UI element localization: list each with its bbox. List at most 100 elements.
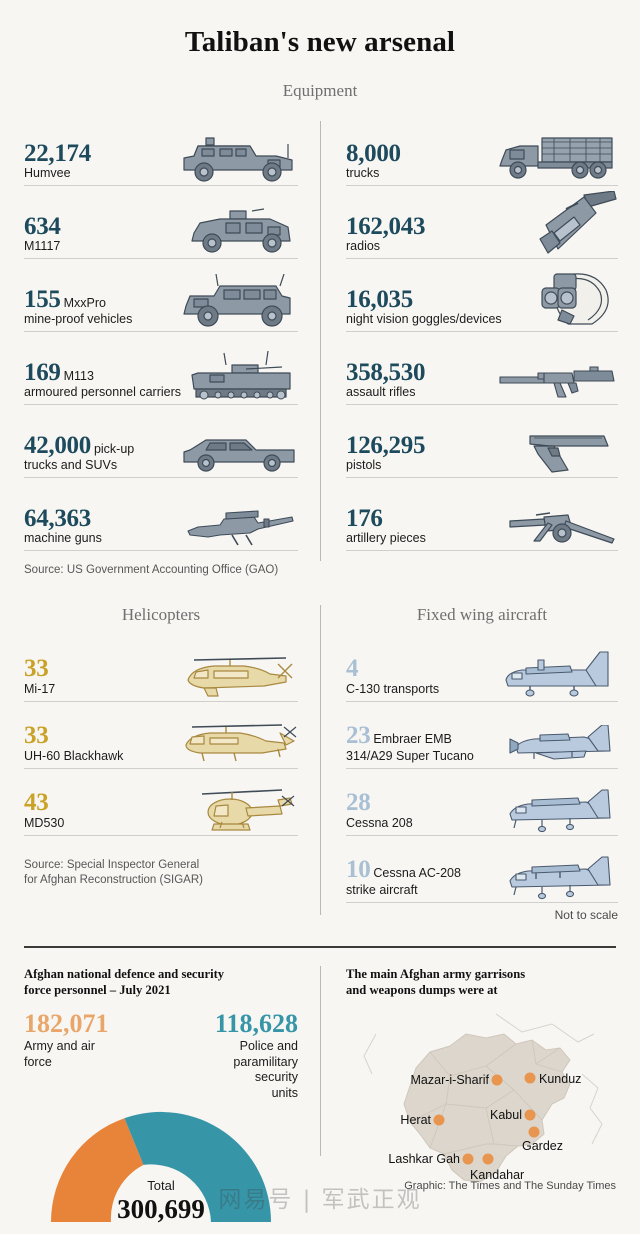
map-panel: The main Afghan army garrisons and weapo…: [320, 966, 640, 1234]
aircraft-column: Fixed wing aircraft: [320, 605, 640, 922]
md530-helicopter-icon: [194, 786, 298, 834]
city-label-kabul: Kabul: [490, 1108, 522, 1122]
section-heading-helicopters: Helicopters: [121, 604, 201, 624]
item-value: 634: [24, 212, 61, 240]
list-item: 634 M1117: [24, 186, 298, 259]
afghanistan-map: Mazar-i-Sharif Kunduz Herat Kabul Gardez…: [346, 1004, 618, 1209]
item-label: Mi-17: [24, 681, 56, 696]
item-value: 10: [346, 856, 371, 884]
personnel-panel: Afghan national defence and security for…: [0, 966, 320, 1234]
helicopters-source: Source: Special Inspector General for Af…: [24, 858, 203, 887]
gauge-segment-police: [124, 1111, 272, 1222]
city-dot-gardez: [528, 1126, 540, 1138]
item-value: 22,174: [24, 139, 91, 167]
list-item: 169 M113 armoured personnel carriers: [24, 332, 298, 405]
item-inline-label: Cessna AC-208: [373, 866, 461, 881]
graphic-credit: Graphic: The Times and The Sunday Times: [404, 1180, 616, 1192]
mrap-icon: [180, 273, 298, 330]
item-value: 126,295: [346, 431, 426, 459]
list-item-text: 16,035 night vision goggles/devices: [346, 287, 502, 326]
list-item-text: 33 Mi-17: [24, 656, 55, 695]
list-item: 8,000 trucks: [346, 113, 618, 186]
item-value: 358,530: [346, 358, 426, 386]
army-stat: 182,071 Army and air force: [24, 1009, 109, 1102]
city-dot-mazar-i-sharif: [491, 1074, 503, 1086]
police-label: Police and paramilitary security units: [233, 1039, 298, 1101]
assault-rifle-icon: [494, 363, 618, 403]
item-label: 314/A29 Super Tucano: [346, 748, 474, 763]
item-inline-label: M113: [63, 368, 94, 383]
list-item-text: 28 Cessna 208: [346, 790, 413, 829]
item-label: mine-proof vehicles: [24, 312, 133, 327]
item-inline-label: MxxPro: [63, 295, 106, 310]
item-label: night vision goggles/devices: [346, 312, 502, 327]
item-label: M1117: [24, 239, 61, 254]
map-heading: The main Afghan army garrisons and weapo…: [346, 966, 526, 997]
list-item: 126,295 pistols: [346, 405, 618, 478]
list-item-text: 42,000 pick-up trucks and SUVs: [24, 433, 134, 472]
item-value: 155: [24, 285, 61, 313]
list-item: 16,035 night vision goggles/devices: [346, 259, 618, 332]
list-item-text: 23 Embraer EMB 314/A29 Super Tucano: [346, 723, 474, 762]
list-item-text: 33 UH-60 Blackhawk: [24, 723, 123, 762]
item-value: 33: [24, 655, 49, 683]
item-value: 33: [24, 722, 49, 750]
list-item-text: 64,363 machine guns: [24, 506, 102, 545]
humvee-icon: [180, 132, 298, 184]
item-label: UH-60 Blackhawk: [24, 748, 124, 763]
helicopters-column: Helicopters: [0, 605, 320, 922]
item-label: trucks and SUVs: [24, 458, 118, 473]
item-value: 23: [346, 722, 371, 750]
item-label: Cessna 208: [346, 815, 413, 830]
gauge-segment-army: [50, 1117, 144, 1222]
list-item-text: 176 artillery pieces: [346, 506, 426, 545]
artillery-icon: [506, 509, 618, 549]
item-label: C-130 transports: [346, 681, 440, 696]
item-label: trucks: [346, 166, 380, 181]
list-item: 23 Embraer EMB 314/A29 Super Tucano: [346, 702, 618, 769]
city-label-mazar-i-sharif: Mazar-i-Sharif: [411, 1073, 490, 1087]
list-item-text: 126,295 pistols: [346, 433, 428, 472]
item-value: 42,000: [24, 431, 91, 459]
city-label-gardez: Gardez: [522, 1139, 563, 1153]
list-item: 10 Cessna AC-208 strike aircraft: [346, 836, 618, 903]
item-label: MD530: [24, 815, 65, 830]
item-label: radios: [346, 239, 381, 254]
list-item-text: 43 MD530: [24, 790, 64, 829]
cessna-ac208-aircraft-icon: [502, 855, 618, 901]
item-value: 162,043: [346, 212, 426, 240]
personnel-heading: Afghan national defence and security for…: [24, 966, 225, 997]
list-item-text: 155 MxxPro mine-proof vehicles: [24, 287, 132, 326]
item-label: pistols: [346, 458, 382, 473]
equipment-source: Source: US Government Accounting Office …: [24, 564, 279, 576]
page-title: Taliban's new arsenal: [184, 26, 456, 58]
radio-icon: [526, 190, 618, 257]
army-value: 182,071: [24, 1009, 109, 1039]
equipment-vertical-divider: [320, 121, 321, 561]
item-value: 169: [24, 358, 61, 386]
list-item-text: 634 M1117: [24, 214, 64, 253]
item-value: 4: [346, 655, 359, 683]
item-label: strike aircraft: [346, 882, 418, 897]
list-item-text: 162,043 radios: [346, 214, 428, 253]
city-label-kandahar: Kandahar: [470, 1168, 524, 1182]
pistol-icon: [524, 428, 618, 476]
army-label: Army and air force: [24, 1039, 95, 1069]
super-tucano-aircraft-icon: [506, 723, 618, 767]
gauge-total-value: 300,699: [117, 1193, 205, 1224]
city-label-kunduz: Kunduz: [539, 1072, 581, 1086]
equipment-columns: 22,174 Humvee: [0, 113, 640, 579]
section-heading-aircraft: Fixed wing aircraft: [416, 604, 548, 624]
list-item: 4 C-130 transports: [346, 635, 618, 702]
city-dot-kunduz: [524, 1072, 536, 1084]
item-value: 43: [24, 789, 49, 817]
item-label: armoured personnel carriers: [24, 385, 182, 400]
item-value: 28: [346, 789, 371, 817]
police-stat: 118,628 Police and paramilitary security…: [215, 1009, 298, 1102]
list-item-text: 358,530 assault rifles: [346, 360, 428, 399]
night-vision-icon: [522, 266, 618, 330]
city-label-herat: Herat: [400, 1113, 431, 1127]
machine-gun-icon: [180, 503, 298, 549]
list-item: 22,174 Humvee: [24, 113, 298, 186]
aircraft-vertical-divider: [320, 604, 321, 915]
